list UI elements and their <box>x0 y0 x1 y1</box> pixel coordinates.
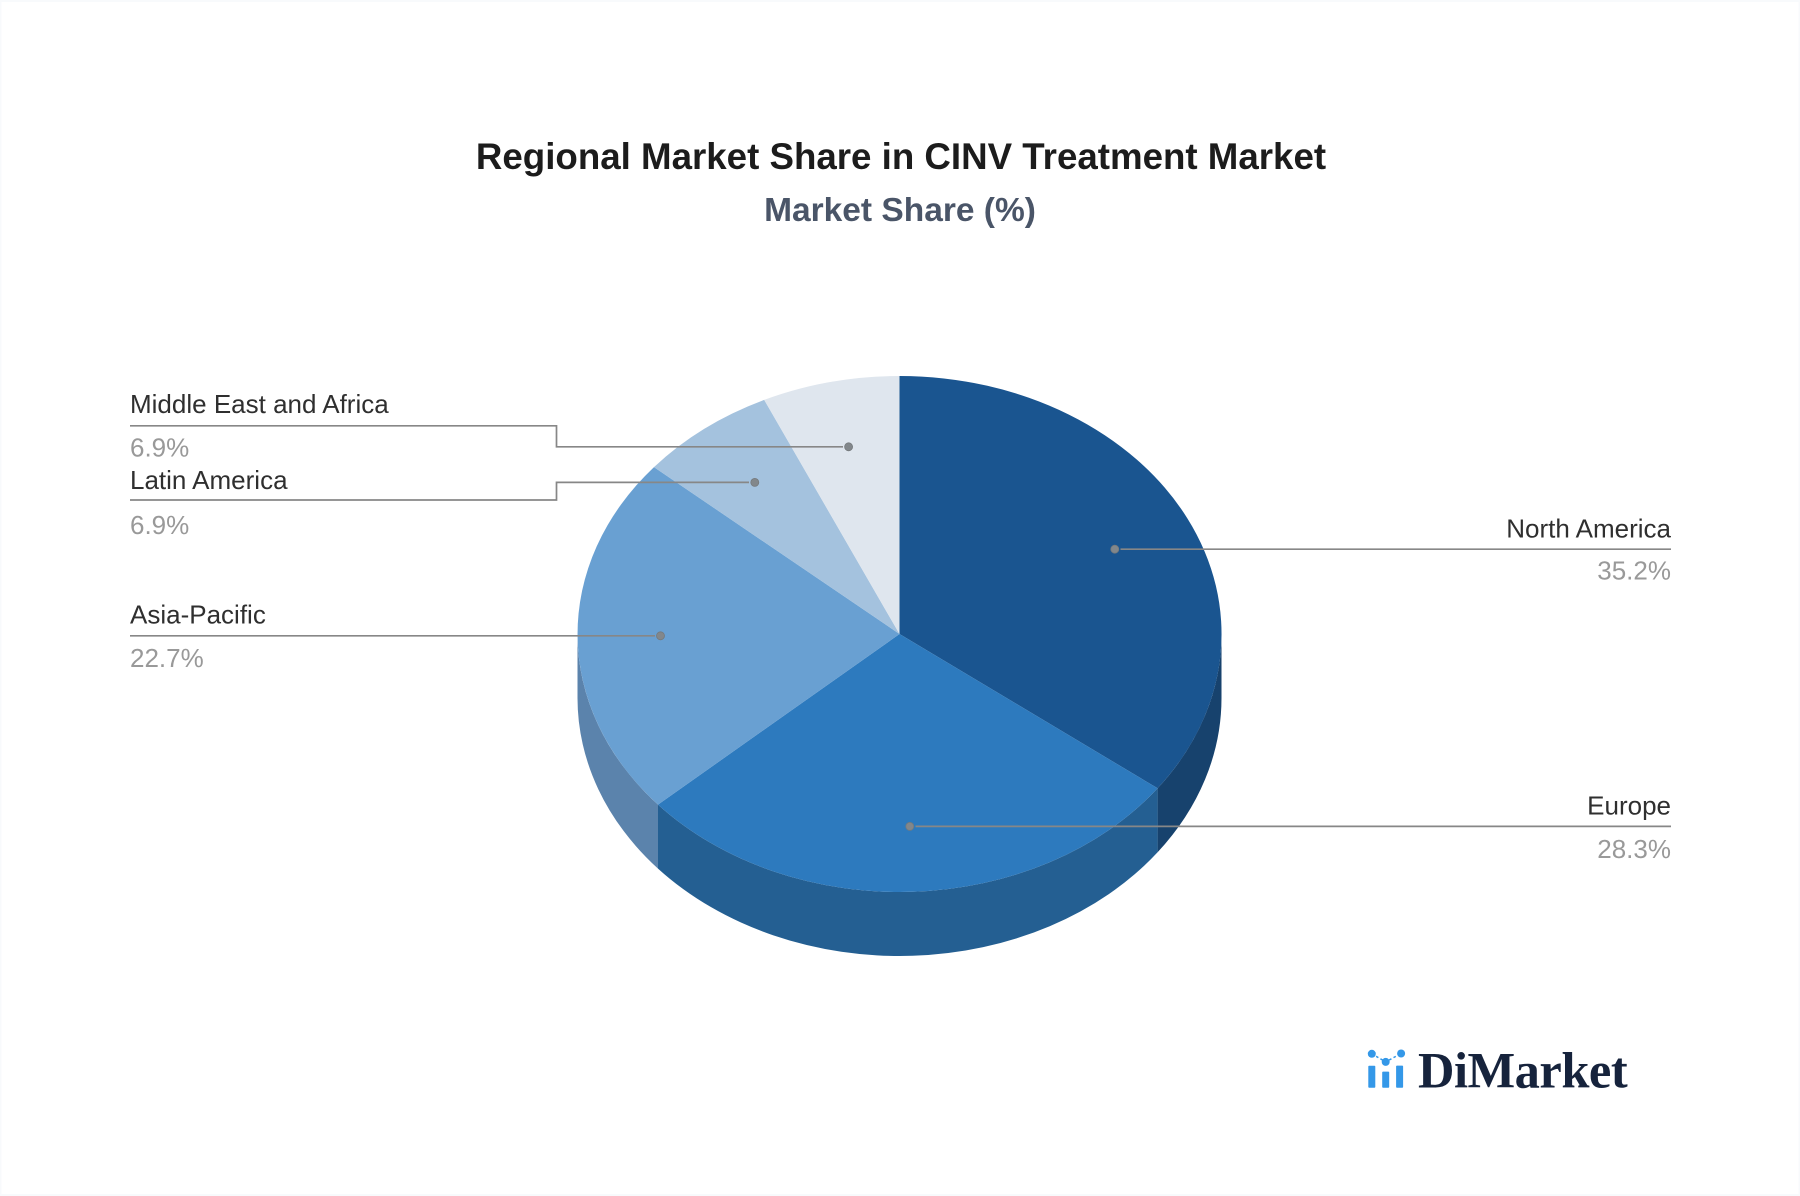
svg-text:Market Share (%): Market Share (%) <box>764 192 1036 229</box>
svg-text:DiMarket: DiMarket <box>1418 1043 1628 1099</box>
svg-text:6.9%: 6.9% <box>130 433 189 463</box>
svg-text:Asia-Pacific: Asia-Pacific <box>130 599 266 629</box>
svg-text:6.9%: 6.9% <box>130 510 189 540</box>
svg-text:Latin America: Latin America <box>130 465 288 495</box>
svg-text:22.7%: 22.7% <box>130 643 204 673</box>
svg-text:Middle East and Africa: Middle East and Africa <box>130 389 389 419</box>
svg-text:Europe: Europe <box>1587 791 1671 821</box>
svg-text:Regional Market Share in CINV: Regional Market Share in CINV Treatment … <box>476 136 1326 177</box>
svg-text:North America: North America <box>1506 514 1671 544</box>
svg-text:28.3%: 28.3% <box>1597 834 1671 864</box>
svg-text:35.2%: 35.2% <box>1597 556 1671 586</box>
